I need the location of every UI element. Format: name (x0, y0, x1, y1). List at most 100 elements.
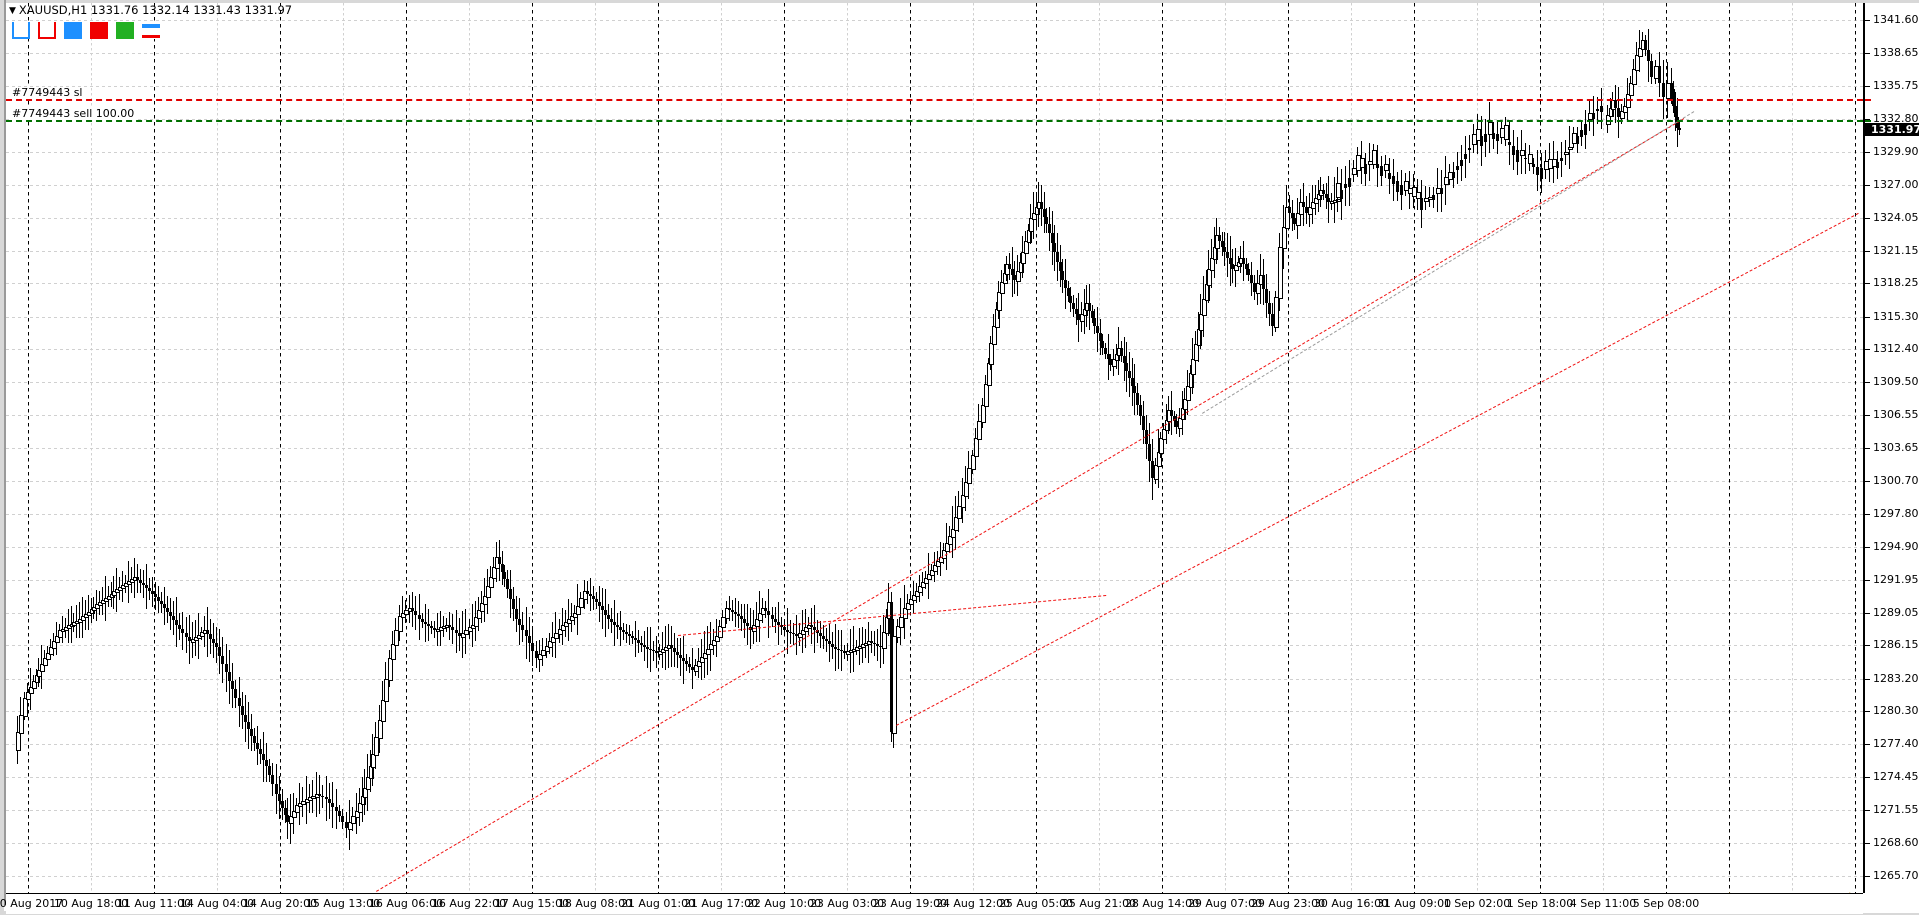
candle-body (989, 342, 995, 366)
candle-body (1125, 363, 1129, 371)
candle-body (1384, 163, 1389, 172)
candle-body (984, 383, 989, 407)
sell-order-line[interactable] (6, 120, 1863, 122)
candle-body (451, 627, 455, 631)
candle-body (503, 571, 507, 580)
stoploss-line[interactable] (6, 99, 1863, 101)
candle-body (1508, 141, 1511, 146)
time-tick-label: 10 Aug 18:00 (53, 897, 129, 910)
candle-body (1090, 310, 1094, 319)
candle-body (1156, 451, 1162, 467)
candle-body (1242, 257, 1245, 264)
candle-body (1093, 318, 1097, 326)
candle-body (145, 585, 148, 588)
gridline-horizontal (6, 481, 1863, 483)
candle-body (734, 611, 737, 614)
candle-body (1290, 212, 1294, 219)
day-separator (1666, 3, 1667, 893)
gridline-horizontal (6, 382, 1863, 383)
candle-body (1520, 149, 1525, 157)
candle-body (1218, 235, 1221, 241)
time-tick-label: 10 Aug 2017 (0, 897, 64, 910)
price-tick (1865, 85, 1870, 87)
bear-candle-filled-icon (90, 22, 108, 39)
candle-body (1136, 393, 1139, 405)
gridline-horizontal (6, 415, 1863, 417)
time-tick-label: 5 Sep 08:00 (1632, 897, 1700, 910)
price-tick (1865, 481, 1870, 483)
candle-body (531, 643, 535, 651)
day-separator (1414, 3, 1415, 893)
candle-body (151, 590, 154, 595)
candle-body (259, 748, 262, 755)
price-tick-label: 1303.65 (1873, 441, 1919, 454)
price-tick (1865, 645, 1870, 647)
candle-body (622, 630, 625, 633)
candle-body (1452, 172, 1455, 179)
price-tick-label: 1286.15 (1873, 638, 1919, 652)
day-separator (910, 3, 911, 893)
candle-body (1516, 149, 1519, 162)
price-tick (1865, 711, 1870, 713)
price-tick (1865, 184, 1870, 186)
inner-trend-trendline[interactable] (1202, 111, 1695, 414)
candle-body (1444, 176, 1449, 186)
candle-body (448, 624, 451, 628)
candle-body (1151, 460, 1154, 478)
candle-body (1053, 242, 1057, 253)
candle-body (1262, 274, 1265, 289)
candle-body (1145, 429, 1148, 445)
day-separator (1540, 3, 1541, 893)
candle-body (534, 650, 538, 659)
candle-body (1058, 261, 1062, 272)
candle-body (234, 689, 238, 698)
candle-body (1596, 109, 1599, 112)
candle-body (1064, 280, 1067, 288)
price-tick (1865, 579, 1870, 581)
price-tick (1865, 151, 1870, 153)
price-tick (1865, 744, 1870, 746)
candle-body (1524, 157, 1527, 160)
candle-body (1122, 355, 1126, 364)
candle-body (1271, 314, 1274, 326)
candle-body (271, 774, 275, 785)
time-axis-corner (1863, 893, 1919, 913)
candle-body (1327, 197, 1331, 202)
candle-body (1658, 66, 1661, 84)
candle-body (1420, 198, 1423, 210)
gridline-vertical (1099, 3, 1100, 893)
candle-body (1159, 438, 1165, 454)
time-tick-label: 24 Aug 12:00 (935, 897, 1011, 910)
candle-body (136, 577, 139, 580)
candle-body (1564, 151, 1569, 156)
gridline-vertical (91, 3, 92, 893)
collapse-arrow-icon[interactable]: ▼ (9, 6, 16, 16)
candle-body (1066, 288, 1070, 296)
candle-body (743, 619, 746, 623)
candle-body (1560, 158, 1563, 162)
candle-body (676, 651, 679, 655)
day-separator (1288, 3, 1289, 893)
candle-body (873, 642, 876, 645)
parallel-channel-trendline[interactable] (896, 213, 1859, 726)
candle-body (1322, 190, 1325, 194)
day-separator (28, 3, 29, 893)
candle-body (967, 468, 973, 484)
gridline-horizontal (6, 217, 1863, 219)
candle-body (139, 579, 142, 583)
chart-plot-area[interactable]: #7749443 sl #7749443 sell 100.00 (6, 3, 1863, 893)
candle-body (740, 615, 743, 620)
price-axis[interactable]: 1341.60 1338.65 1335.75 1332.80 1329.90 1327.… (1863, 3, 1919, 893)
candle-body (795, 634, 798, 636)
price-tick-label: 1280.30 (1873, 704, 1919, 718)
candle-body (178, 624, 181, 629)
candle-body (825, 638, 828, 642)
candle-body (1175, 421, 1179, 428)
day-separator (532, 3, 533, 893)
candle-body (1460, 159, 1463, 167)
gridline-vertical (1225, 3, 1226, 893)
candle-body (1278, 246, 1283, 300)
candle-body (334, 806, 338, 811)
candle-body (1244, 263, 1248, 270)
